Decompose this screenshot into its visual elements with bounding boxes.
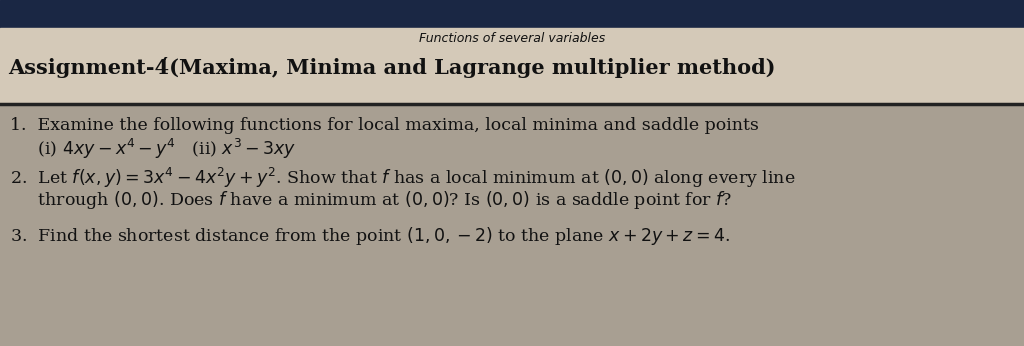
Bar xyxy=(0,106,1024,346)
Text: Functions of several variables: Functions of several variables xyxy=(419,31,605,45)
Text: (i) $4xy - x^4 - y^4$   (ii) $x^3 - 3xy$: (i) $4xy - x^4 - y^4$ (ii) $x^3 - 3xy$ xyxy=(10,137,297,161)
Text: 3.  Find the shortest distance from the point $(1, 0, -2)$ to the plane $x + 2y : 3. Find the shortest distance from the p… xyxy=(10,225,730,247)
Text: through $(0, 0)$. Does $f$ have a minimum at $(0, 0)$? Is $(0, 0)$ is a saddle p: through $(0, 0)$. Does $f$ have a minimu… xyxy=(10,189,732,211)
Text: Assignment-4́(Maxima, Minima and Lagrange multiplier method): Assignment-4́(Maxima, Minima and Lagrang… xyxy=(8,57,775,79)
Text: 2.  Let $f(x, y) = 3x^4 - 4x^2y + y^2$. Show that $f$ has a local minimum at $(0: 2. Let $f(x, y) = 3x^4 - 4x^2y + y^2$. S… xyxy=(10,166,796,190)
Text: 1.  Examine the following functions for local maxima, local minima and saddle po: 1. Examine the following functions for l… xyxy=(10,118,759,135)
Bar xyxy=(0,28,1024,106)
Bar xyxy=(0,0,1024,28)
